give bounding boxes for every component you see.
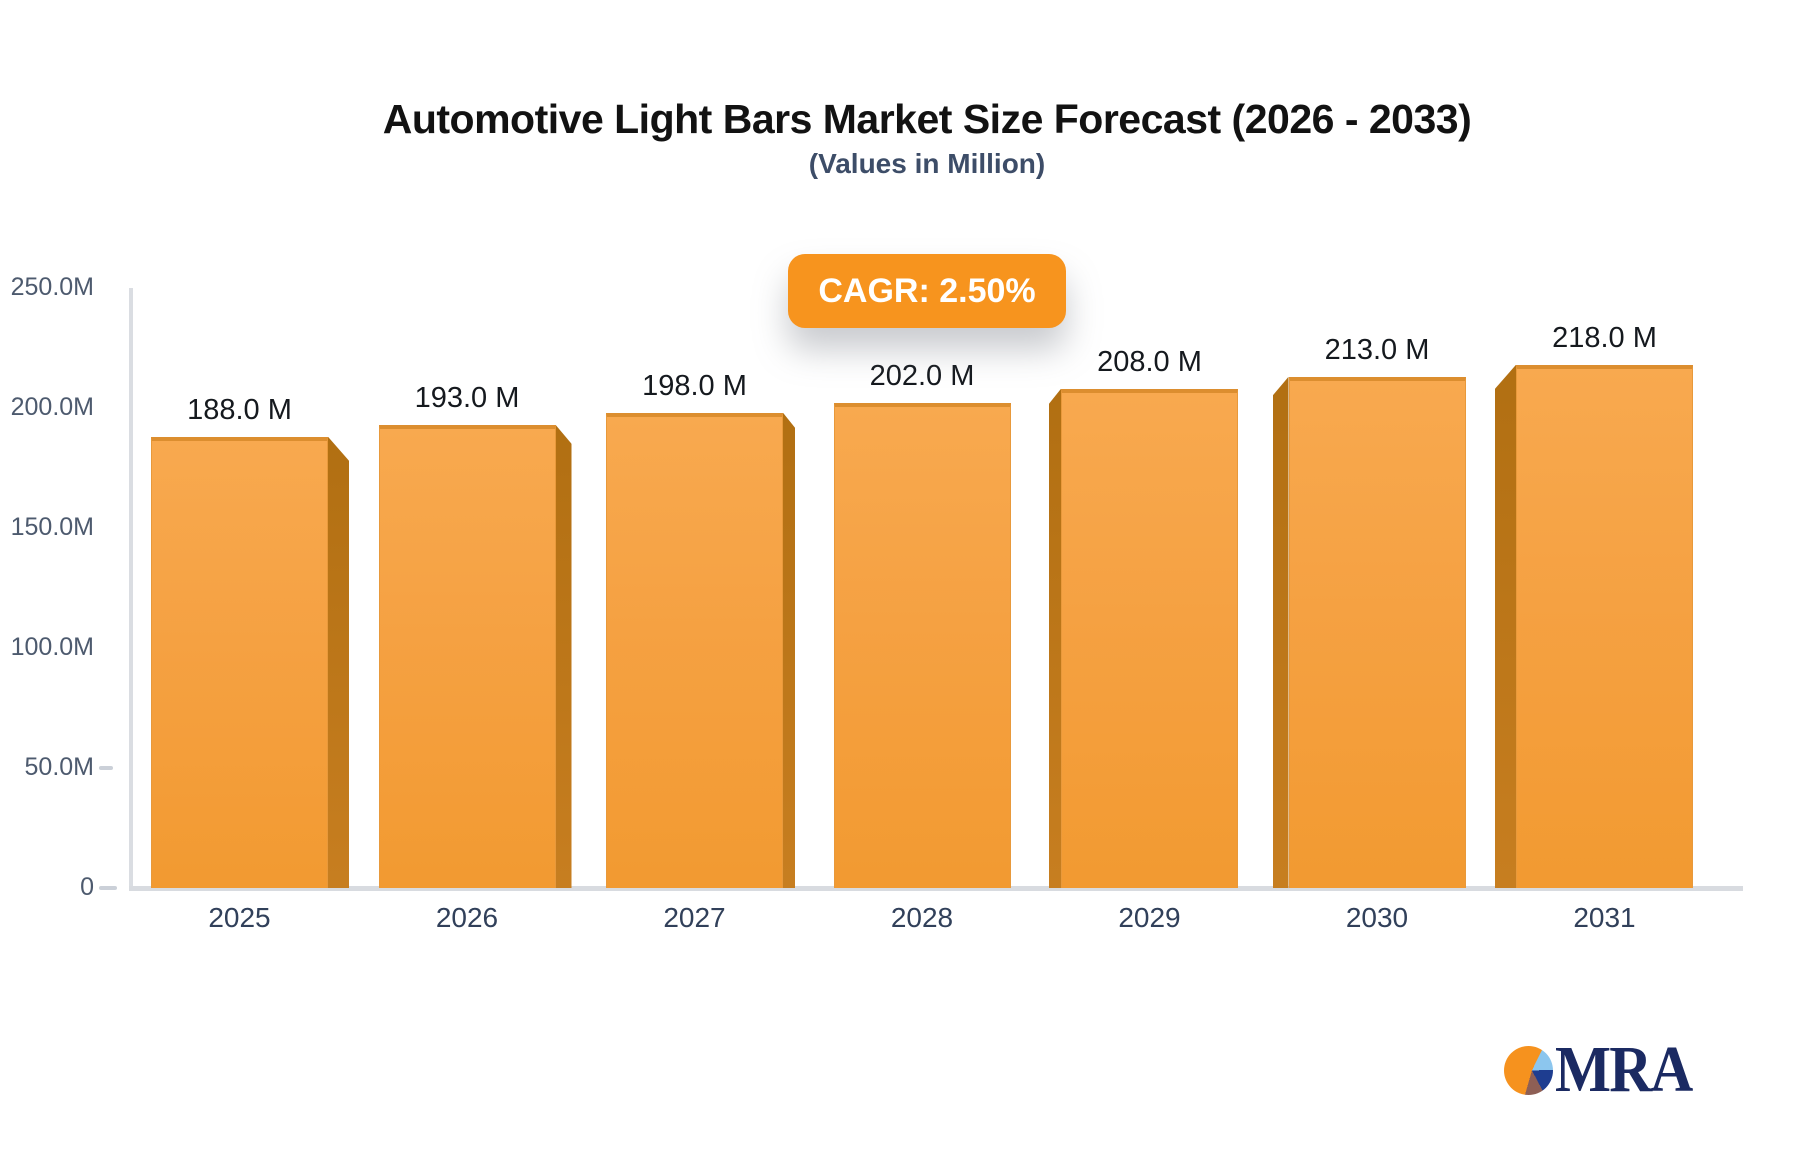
logo-text: MRA [1555,1033,1693,1106]
y-axis-label: 200.0M [10,393,94,421]
bar-2030[interactable] [1288,376,1466,888]
bar-3d-side [1049,388,1061,888]
y-axis-label: 0 [80,873,94,901]
bar-2027[interactable] [606,412,783,888]
chart-subtitle: (Values in Million) [808,148,1046,179]
y-axis-tick [99,766,113,770]
x-axis-line [129,886,1743,891]
bar-3d-side [783,412,795,888]
x-axis-label: 2025 [208,902,271,933]
cagr-badge: CAGR: 2.50% [788,254,1066,328]
pie-chart-logo-icon [1504,1045,1553,1095]
y-axis-line [129,288,133,888]
bar-value-label: 218.0 M [1552,321,1657,354]
cagr-badge-label: CAGR: 2.50% [818,271,1036,310]
x-axis-label: 2028 [890,902,954,933]
y-axis-label: 250.0M [10,273,94,301]
bar-value-label: 208.0 M [1097,345,1202,378]
chart-title: Automotive Light Bars Market Size Foreca… [382,96,1472,142]
brand-logo: MRA [1504,1033,1707,1106]
y-axis-label: 50.0M [24,753,94,781]
bar-value-label: 213.0 M [1324,333,1430,366]
bar-value-label: 202.0 M [869,360,975,393]
bar-2025[interactable] [151,436,328,888]
bar-3d-side [1272,376,1289,888]
x-axis-label: 2031 [1573,902,1636,933]
bar-2028[interactable] [833,403,1011,888]
y-axis-label: 100.0M [10,633,94,661]
bar-3d-side [328,436,349,888]
y-axis-label: 150.0M [10,513,94,541]
bar-value-label: 188.0 M [187,393,292,426]
bar-2031[interactable] [1516,364,1693,888]
bar-3d-side [555,424,572,888]
bar-2029[interactable] [1061,388,1238,888]
x-axis-label: 2029 [1118,902,1181,933]
bar-value-label: 193.0 M [414,381,520,414]
bar-3d-side [1495,364,1516,888]
x-axis-label: 2030 [1345,902,1409,933]
y-axis-tick [99,886,117,890]
bar-value-label: 198.0 M [642,369,747,402]
bar-2026[interactable] [378,424,556,888]
x-axis-label: 2027 [663,902,726,933]
x-axis-label: 2026 [435,902,499,933]
